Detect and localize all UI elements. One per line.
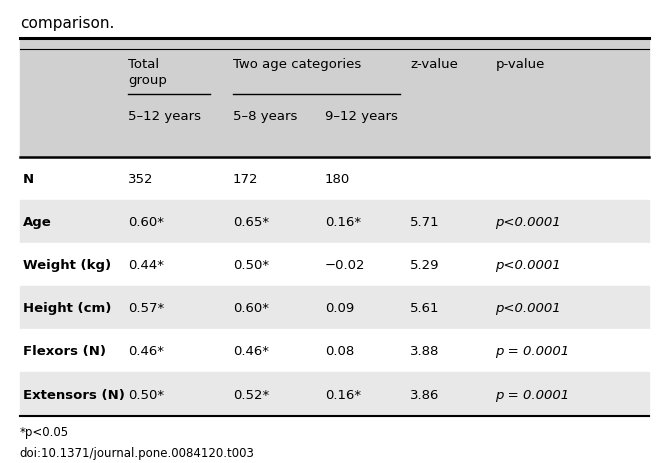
Text: 0.50*: 0.50* (233, 258, 269, 271)
Text: 0.44*: 0.44* (128, 258, 164, 271)
Text: p<0.0001: p<0.0001 (495, 215, 561, 228)
Text: p<0.0001: p<0.0001 (495, 258, 561, 271)
Bar (20, 157, 649, 200)
Bar (20, 243, 649, 286)
Text: Two age categories: Two age categories (233, 58, 361, 71)
Text: 5.61: 5.61 (410, 301, 440, 314)
Text: −0.02: −0.02 (325, 258, 365, 271)
Text: 5.71: 5.71 (410, 215, 440, 228)
Text: 9–12 years: 9–12 years (325, 110, 398, 123)
Bar (20, 372, 649, 416)
Text: 0.50*: 0.50* (128, 388, 164, 401)
Text: Extensors (N): Extensors (N) (23, 388, 125, 401)
Text: 172: 172 (233, 172, 258, 185)
Text: 0.16*: 0.16* (325, 388, 361, 401)
Text: 0.46*: 0.46* (233, 344, 269, 357)
Text: 0.60*: 0.60* (128, 215, 164, 228)
Text: p<0.0001: p<0.0001 (495, 301, 561, 314)
Text: 0.46*: 0.46* (128, 344, 164, 357)
Text: Age: Age (23, 215, 52, 228)
Text: z-value: z-value (410, 58, 458, 71)
Bar (20, 200, 649, 243)
Bar (20, 329, 649, 372)
Text: comparison.: comparison. (20, 16, 114, 31)
Text: 5.29: 5.29 (410, 258, 440, 271)
Text: 3.88: 3.88 (410, 344, 440, 357)
Text: Height (cm): Height (cm) (23, 301, 112, 314)
Text: 3.86: 3.86 (410, 388, 440, 401)
Text: 5–8 years: 5–8 years (233, 110, 297, 123)
Text: 0.16*: 0.16* (325, 215, 361, 228)
Text: Flexors (N): Flexors (N) (23, 344, 106, 357)
Bar (20, 286, 649, 329)
Text: 0.52*: 0.52* (233, 388, 269, 401)
Text: 0.65*: 0.65* (233, 215, 269, 228)
Text: p-value: p-value (495, 58, 544, 71)
Text: p = 0.0001: p = 0.0001 (495, 388, 569, 401)
Text: doi:10.1371/journal.pone.0084120.t003: doi:10.1371/journal.pone.0084120.t003 (20, 446, 255, 459)
Text: 0.08: 0.08 (325, 344, 354, 357)
Text: Total
group: Total group (128, 58, 167, 87)
Bar (20, 39, 649, 157)
Text: N: N (23, 172, 34, 185)
Text: Weight (kg): Weight (kg) (23, 258, 111, 271)
Text: 180: 180 (325, 172, 350, 185)
Text: 0.60*: 0.60* (233, 301, 269, 314)
Text: 0.57*: 0.57* (128, 301, 164, 314)
Text: p = 0.0001: p = 0.0001 (495, 344, 569, 357)
Text: 5–12 years: 5–12 years (128, 110, 201, 123)
Text: 352: 352 (128, 172, 154, 185)
Text: *p<0.05: *p<0.05 (20, 425, 69, 438)
Text: 0.09: 0.09 (325, 301, 354, 314)
